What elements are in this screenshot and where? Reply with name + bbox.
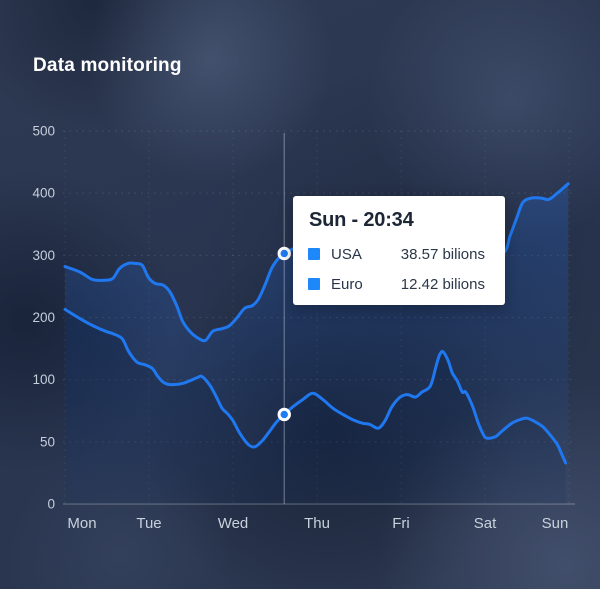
- x-tick-label-wed: Wed: [218, 515, 249, 532]
- tooltip-series-value: 38.57 bilions: [400, 245, 485, 263]
- euro-marker[interactable]: [277, 407, 291, 422]
- tooltip-series-label: Euro: [331, 275, 363, 293]
- tooltip-series-value: 12.42 bilions: [400, 275, 485, 293]
- page-title: Data monitoring: [33, 55, 182, 76]
- euro-legend-square-icon: [308, 278, 320, 290]
- x-tick-label-sat: Sat: [474, 515, 497, 532]
- euro-line: [63, 307, 568, 465]
- y-tick-label-200: 200: [32, 310, 55, 325]
- y-tick-label-100: 100: [32, 372, 55, 387]
- usa-marker[interactable]: [277, 246, 291, 261]
- y-tick-label-500: 500: [32, 124, 55, 139]
- tooltip-row-usa: USA 38.57 bilions: [293, 242, 505, 266]
- tooltip-title: Sun - 20:34: [309, 209, 414, 231]
- x-tick-label-tue: Tue: [136, 515, 161, 532]
- tooltip-series-label: USA: [331, 245, 362, 263]
- x-tick-label-fri: Fri: [392, 515, 410, 532]
- x-tick-label-sun: Sun: [542, 515, 569, 532]
- usa-legend-square-icon: [308, 248, 320, 260]
- chart-tooltip: Sun - 20:34 USA 38.57 bilions Euro 12.42…: [293, 196, 505, 305]
- y-tick-label-50: 50: [40, 434, 55, 449]
- tooltip-row-euro: Euro 12.42 bilions: [293, 272, 505, 296]
- y-tick-label-300: 300: [32, 248, 55, 263]
- x-tick-label-mon: Mon: [67, 515, 96, 532]
- euro-area: [65, 309, 566, 504]
- x-tick-label-thu: Thu: [304, 515, 330, 532]
- y-tick-label-400: 400: [32, 186, 55, 201]
- y-tick-label-0: 0: [47, 497, 55, 512]
- usa-line: [63, 182, 570, 343]
